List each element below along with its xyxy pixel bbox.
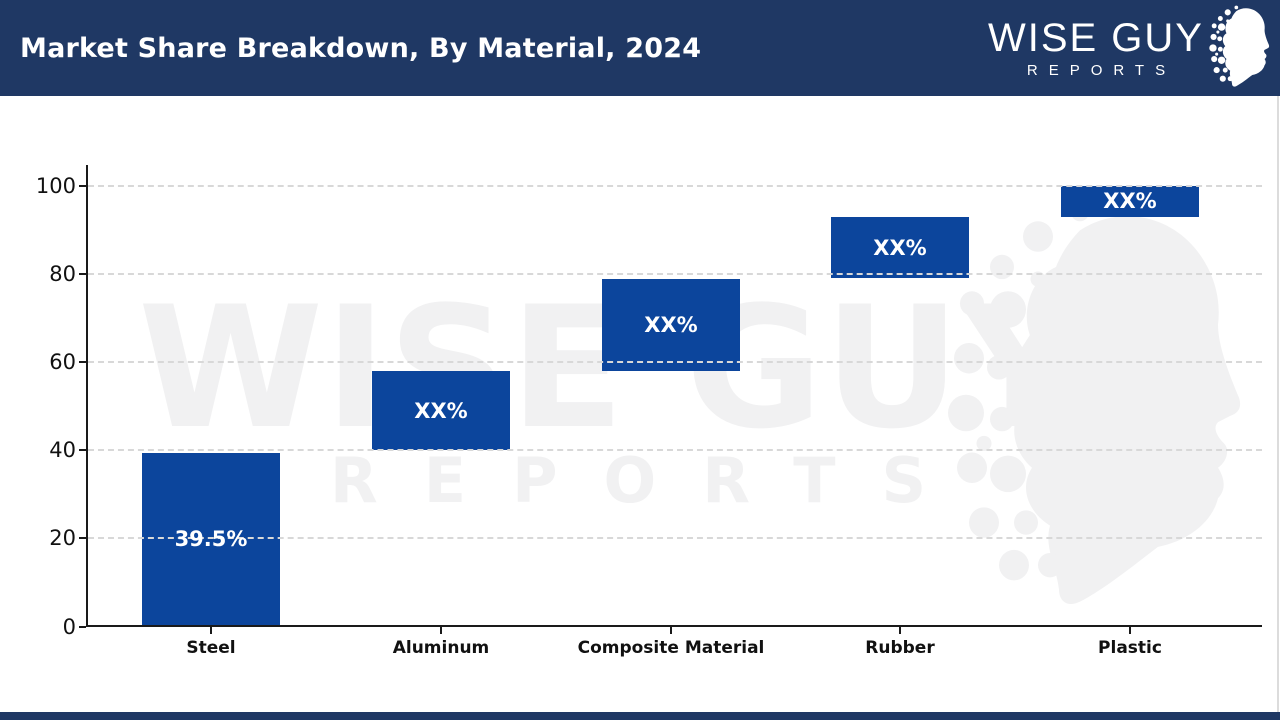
gridline-40 bbox=[88, 449, 1262, 452]
wiseguy-head-icon bbox=[1209, 5, 1270, 87]
category-label: Aluminum bbox=[392, 638, 490, 658]
x-tick-mark bbox=[670, 627, 672, 634]
y-tick-mark bbox=[79, 449, 86, 452]
image-right-border bbox=[1277, 96, 1279, 712]
y-tick-label: 20 bbox=[49, 526, 76, 551]
y-tick-label: 40 bbox=[49, 438, 76, 463]
header-bar: Market Share Breakdown, By Material, 202… bbox=[0, 0, 1280, 96]
x-axis bbox=[86, 625, 1262, 627]
chart-title: Market Share Breakdown, By Material, 202… bbox=[20, 32, 702, 64]
footer-bar bbox=[0, 712, 1280, 720]
watermark-subtext: REPORTS bbox=[330, 444, 973, 517]
bar-value-label: XX% bbox=[1103, 189, 1157, 214]
y-tick-label: 60 bbox=[49, 350, 76, 375]
bar-value-label: XX% bbox=[873, 235, 927, 260]
gridline-100 bbox=[88, 185, 1262, 187]
y-tick-label: 80 bbox=[49, 262, 76, 287]
category-label: Steel bbox=[186, 638, 236, 658]
category-label: Rubber bbox=[865, 638, 935, 658]
y-tick-mark bbox=[79, 361, 86, 364]
bar-value-label: 39.5% bbox=[174, 527, 248, 552]
y-tick-mark bbox=[79, 537, 86, 540]
logo-text: WISE GUY REPORTS bbox=[988, 18, 1204, 79]
y-axis bbox=[86, 165, 88, 627]
bar-segment bbox=[1061, 186, 1199, 217]
bar-segment bbox=[372, 371, 510, 451]
bar-value-label: XX% bbox=[644, 312, 698, 337]
gridline-20 bbox=[88, 537, 1262, 540]
logo-subtext: REPORTS bbox=[1026, 61, 1177, 79]
x-tick-mark bbox=[1129, 627, 1131, 634]
category-label: Composite Material bbox=[577, 638, 765, 658]
y-tick-mark bbox=[79, 273, 86, 276]
gridline-80 bbox=[88, 273, 1262, 276]
gridline-60 bbox=[88, 361, 1262, 364]
chart-area: WISE GUY REPORTS 0 20 40 60 80 100 39.5% Steel X… bbox=[0, 96, 1280, 712]
x-tick-mark bbox=[210, 627, 212, 634]
x-tick-mark bbox=[899, 627, 901, 634]
x-tick-mark bbox=[440, 627, 442, 634]
y-tick-mark bbox=[79, 185, 86, 187]
wiseguy-logo: WISE GUY REPORTS bbox=[988, 5, 1280, 91]
y-tick-label: 0 bbox=[62, 614, 76, 639]
y-tick-mark bbox=[79, 625, 86, 628]
bar-value-label: XX% bbox=[414, 398, 468, 423]
bar-segment bbox=[142, 452, 280, 627]
y-tick-label: 100 bbox=[35, 174, 76, 198]
category-label: Plastic bbox=[1098, 638, 1162, 658]
bar-segment bbox=[831, 216, 969, 279]
bar-segment bbox=[602, 278, 740, 371]
logo-wordmark: WISE GUY bbox=[987, 15, 1204, 60]
